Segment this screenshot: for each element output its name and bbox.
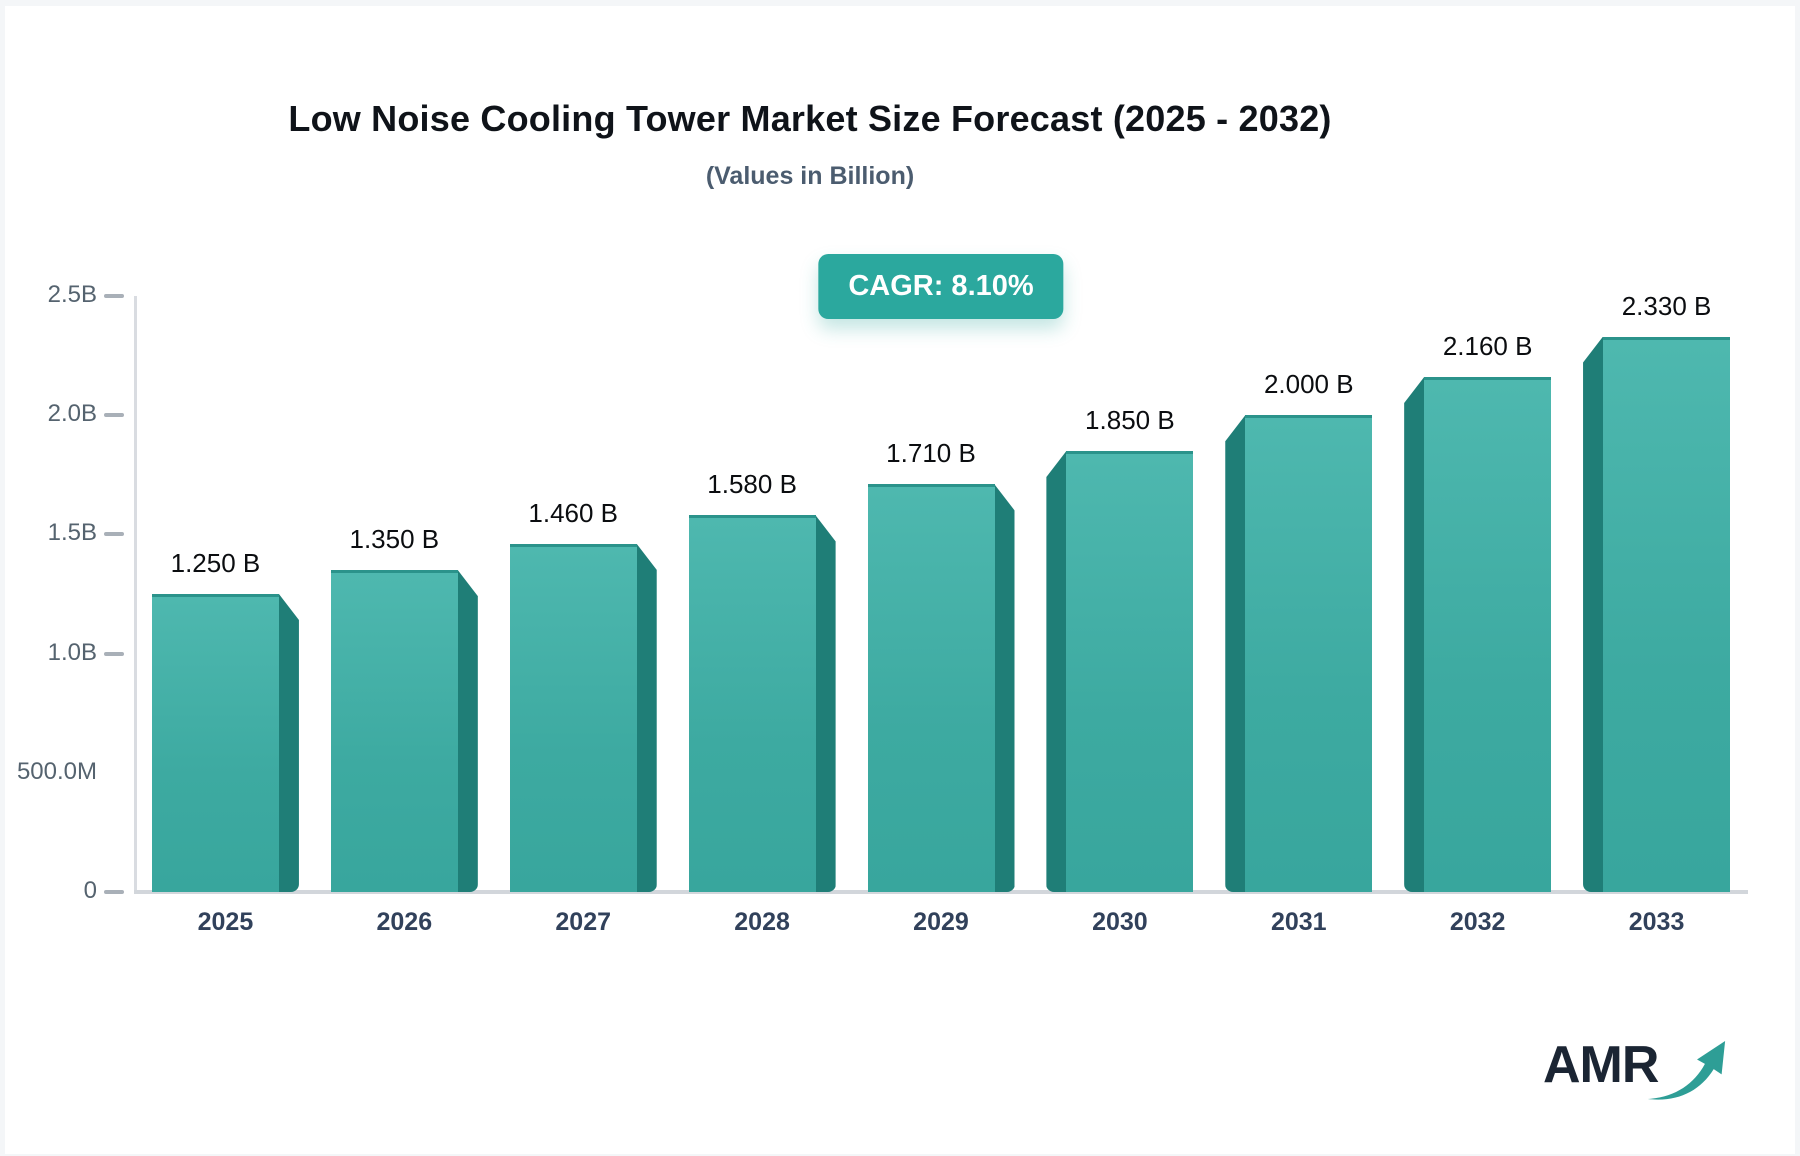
y-axis-tick-mark xyxy=(104,532,124,537)
trend-up-arrow-icon xyxy=(1648,1041,1726,1100)
amr-logo: AMR xyxy=(1543,1024,1734,1106)
x-axis-label: 2033 xyxy=(1628,908,1685,936)
bar xyxy=(509,543,637,892)
chart-subtitle: (Values in Billion) xyxy=(705,162,915,190)
chart-title: Low Noise Cooling Tower Market Size Fore… xyxy=(288,98,1332,139)
bar-side-shadow xyxy=(815,515,836,892)
bar xyxy=(1066,450,1194,892)
bar-value-label: 2.330 B xyxy=(1621,290,1712,321)
bar-side-shadow xyxy=(1225,415,1246,892)
bar-side-shadow xyxy=(636,543,657,892)
bar xyxy=(330,570,458,892)
bar xyxy=(1424,377,1552,892)
chart-plot-area: 2.5B 2.0B 1.5B 1.0B 500.0M 0 1.250 B 2025 1.350 … xyxy=(5,6,1795,1154)
bar-value-label: 2.000 B xyxy=(1263,369,1354,400)
x-axis-label: 2025 xyxy=(197,908,254,936)
bar-side-shadow xyxy=(1046,450,1067,892)
x-axis-label: 2028 xyxy=(734,908,790,936)
bar-value-label: 1.580 B xyxy=(707,469,797,500)
y-axis-tick-mark xyxy=(104,413,124,418)
amr-logo-text: AMR xyxy=(1543,1036,1659,1094)
x-axis-line xyxy=(134,890,1748,894)
bar-value-label: 2.160 B xyxy=(1442,331,1533,362)
y-axis-tick-label: 2.5B xyxy=(47,281,97,308)
bar xyxy=(688,515,816,892)
chart-header: Low Noise Cooling Tower Market Size Fore… xyxy=(5,6,1615,191)
y-axis-tick-label: 1.0B xyxy=(47,638,97,666)
bar-value-label: 1.710 B xyxy=(886,438,976,469)
x-axis-label: 2031 xyxy=(1270,908,1327,936)
bar-side-shadow xyxy=(278,594,299,892)
y-axis-tick-label: 1.5B xyxy=(47,519,97,547)
x-axis-label: 2030 xyxy=(1092,908,1148,936)
bar-value-label: 1.350 B xyxy=(349,524,440,555)
x-axis-label: 2029 xyxy=(913,908,969,936)
bar-side-shadow xyxy=(457,570,478,892)
x-axis-label: 2027 xyxy=(555,908,612,936)
y-axis-line xyxy=(134,296,137,892)
x-axis-label: 2026 xyxy=(376,908,433,936)
y-axis-tick-mark xyxy=(104,294,124,298)
y-axis-tick-label: 2.0B xyxy=(47,400,97,428)
bar-side-shadow xyxy=(994,484,1015,892)
y-axis-tick-mark xyxy=(104,890,124,894)
bar-side-shadow xyxy=(1404,377,1425,892)
x-axis-label: 2032 xyxy=(1449,908,1506,936)
y-axis-tick-label: 500.0M xyxy=(16,757,97,785)
chart-card: Low Noise Cooling Tower Market Size Fore… xyxy=(5,6,1795,1154)
y-axis-tick-label: 0 xyxy=(83,877,97,904)
bar xyxy=(1603,336,1731,892)
bar xyxy=(867,484,995,892)
bar-side-shadow xyxy=(1583,336,1604,892)
bar xyxy=(1245,415,1373,892)
bar-value-label: 1.850 B xyxy=(1085,404,1175,435)
cagr-badge: CAGR: 8.10% xyxy=(818,254,1064,319)
y-axis-tick-mark xyxy=(104,651,124,656)
bar xyxy=(151,594,279,892)
bar-value-label: 1.460 B xyxy=(528,497,619,528)
bar-value-label: 1.250 B xyxy=(170,548,261,578)
